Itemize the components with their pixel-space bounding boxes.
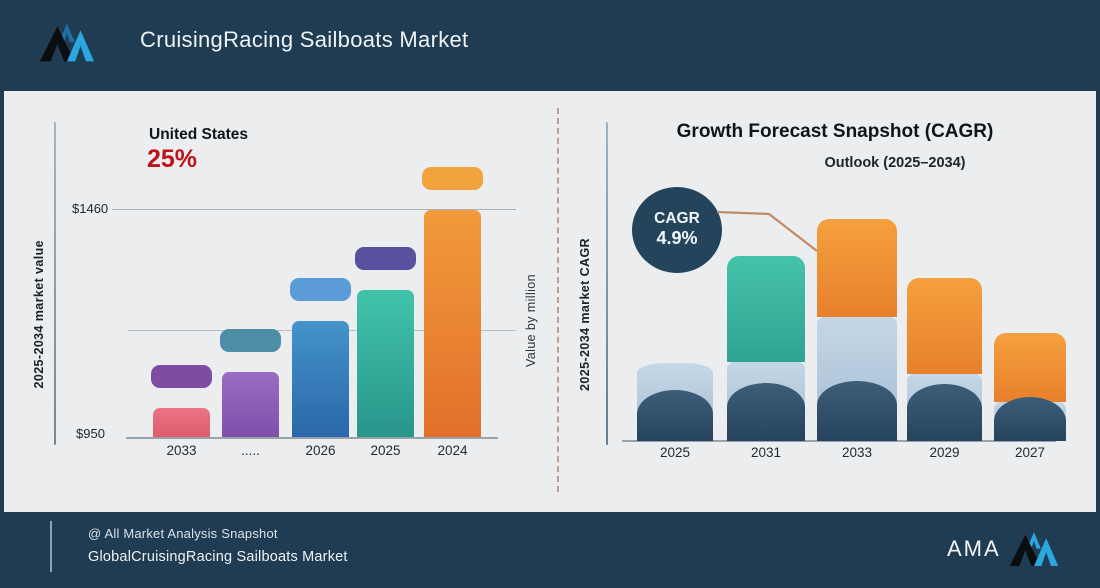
right-chart-y-axis (606, 122, 608, 445)
bar-2025 (357, 290, 414, 437)
bar-..... (222, 372, 279, 437)
right-chart-subtitle: Outlook (2025–2034) (824, 155, 966, 171)
x-axis-label: 2025 (659, 445, 691, 460)
left-chart-ytick-1460: $1460 (72, 201, 109, 216)
panel-divider (557, 108, 559, 492)
left-chart-y-axis (54, 122, 56, 445)
x-axis-label: 2033 (166, 443, 197, 458)
x-axis-label: 2025 (370, 443, 401, 458)
floating-cap-2026 (290, 278, 351, 301)
x-axis-label: 2029 (929, 445, 960, 460)
badge-connector-line (716, 210, 818, 252)
left-chart-y-axis-label: 2025-2034 market value (32, 240, 46, 389)
floating-cap-2024 (422, 167, 483, 190)
footer-report-name: GlobalCruisingRacing Sailboats Market (88, 549, 348, 565)
x-axis-label: 2033 (841, 445, 873, 460)
segment-base-2031 (727, 383, 805, 441)
bar-2024 (424, 210, 481, 437)
right-chart-y-axis-label: 2025-2034 market CAGR (578, 238, 592, 391)
header-band: CruisingRacing Sailboats Market (0, 0, 1100, 91)
ama-logo-footer-icon (1009, 532, 1059, 566)
page-title: CruisingRacing Sailboats Market (140, 27, 469, 52)
segment-top-2027 (994, 333, 1066, 402)
ama-logo-icon (39, 23, 95, 62)
cagr-badge-value: 4.9% (656, 228, 698, 249)
left-chart-baseline (126, 437, 498, 439)
x-axis-label: 2026 (305, 443, 336, 458)
footer-credit: @ All Market Analysis Snapshot (88, 526, 278, 541)
left-chart-highlight-value: 25% (147, 145, 198, 173)
footer-band (0, 512, 1100, 588)
right-chart-title: Growth Forecast Snapshot (CAGR) (676, 121, 994, 142)
cagr-badge-label: CAGR (654, 209, 700, 227)
x-axis-label: 2024 (437, 443, 468, 458)
segment-top-2031 (727, 256, 805, 362)
segment-base-2027 (994, 397, 1066, 441)
segment-top-2029 (907, 278, 982, 374)
floating-cap-..... (220, 329, 281, 352)
footer-brand-text: AMA (947, 536, 1001, 561)
floating-cap-2025 (355, 247, 416, 270)
bar-2026 (292, 321, 349, 437)
x-axis-label: ..... (241, 443, 260, 458)
segment-base-2025 (637, 390, 713, 441)
right-chart-baseline (622, 440, 1056, 442)
left-chart-ytick-950: $950 (76, 426, 105, 441)
segment-base-2029 (907, 384, 982, 441)
x-axis-label: 2031 (750, 445, 782, 460)
left-chart-right-axis-label: Value by million (524, 274, 538, 368)
x-axis-label: 2027 (1014, 445, 1046, 460)
bar-2033 (153, 408, 210, 437)
footer-divider-line (50, 521, 52, 572)
floating-cap-2033 (151, 365, 212, 388)
segment-base-2033 (817, 381, 897, 441)
left-chart-gridline-top (112, 209, 516, 210)
cagr-badge: CAGR 4.9% (632, 187, 722, 273)
left-chart-region-label: United States (149, 126, 249, 143)
segment-top-2033 (817, 219, 897, 317)
